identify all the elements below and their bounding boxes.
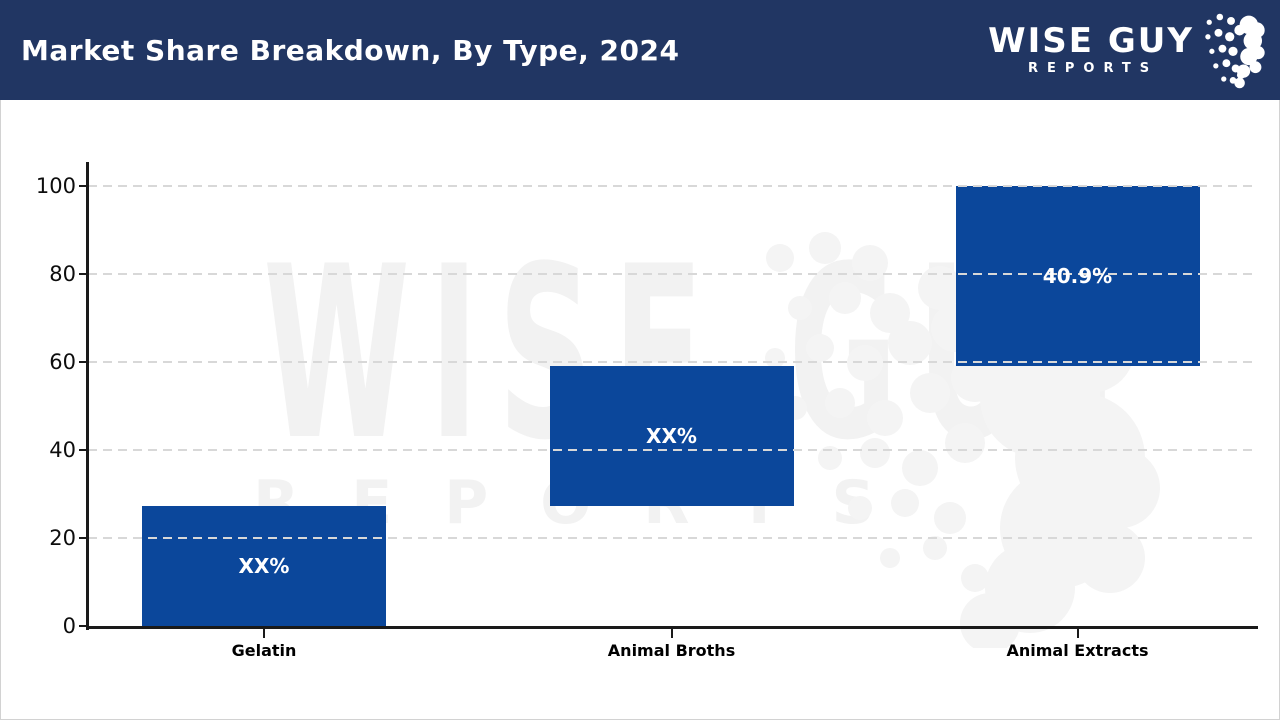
x-tick-2: [1076, 629, 1079, 638]
bar-value-label: XX%: [238, 554, 290, 579]
logo-wordmark: WISE GUY: [988, 21, 1194, 61]
logo-face-icon: [1205, 13, 1265, 89]
bar-value-label: XX%: [646, 424, 697, 449]
x-axis-spine: [86, 626, 1258, 629]
gridline-80: [88, 273, 1258, 275]
y-tick-40: [79, 449, 88, 451]
bar-animal-extracts: [955, 186, 1200, 366]
x-tick-1: [670, 629, 673, 638]
y-tick-label-100: 100: [35, 174, 76, 198]
header-bar: Market Share Breakdown, By Type, 2024 WI…: [0, 0, 1280, 100]
gridline-40: [88, 449, 1258, 451]
y-tick-label-60: 60: [49, 350, 76, 374]
y-tick-label-0: 0: [62, 614, 76, 638]
y-tick-20: [79, 537, 88, 539]
x-tick-0: [263, 629, 265, 638]
logo-subtext: REPORTS: [1028, 61, 1159, 76]
brand-logo: WISE GUY REPORTS: [988, 0, 1266, 100]
y-tick-0: [79, 625, 88, 627]
y-axis-spine: [86, 162, 89, 630]
x-category-label: Animal Broths: [607, 641, 736, 660]
y-tick-60: [79, 361, 88, 363]
x-category-label: Gelatin: [231, 641, 297, 660]
gridline-60: [88, 361, 1258, 363]
gridline-20: [88, 537, 1258, 539]
y-tick-100: [79, 185, 88, 187]
y-tick-label-20: 20: [49, 526, 76, 550]
gridline-100: [88, 185, 1258, 187]
y-tick-label-80: 80: [49, 262, 76, 286]
x-category-label: Animal Extracts: [1006, 641, 1149, 660]
bar-animal-broths: [549, 365, 794, 507]
page-title: Market Share Breakdown, By Type, 2024: [21, 33, 680, 67]
y-tick-80: [79, 273, 88, 275]
bar-gelatin: [142, 506, 386, 626]
y-tick-label-40: 40: [49, 438, 76, 462]
brand-logo-text: WISE GUY REPORTS: [988, 24, 1194, 76]
plot-area: 0 20 40 60 80 100 XX% Gelatin XX% Animal Broths 40…: [0, 100, 1280, 720]
bar-value-label: 40.9%: [1042, 263, 1113, 288]
